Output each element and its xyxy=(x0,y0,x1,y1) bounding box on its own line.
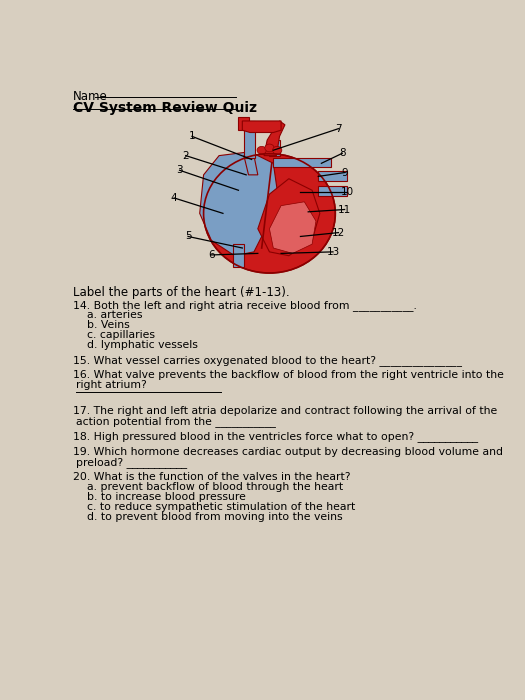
Text: 7: 7 xyxy=(335,124,342,134)
Ellipse shape xyxy=(272,146,282,154)
Polygon shape xyxy=(238,117,248,130)
Text: preload? ___________: preload? ___________ xyxy=(77,456,187,468)
Text: 11: 11 xyxy=(338,204,351,214)
Text: CV System Review Quiz: CV System Review Quiz xyxy=(74,101,257,115)
Text: action potential from the ___________: action potential from the ___________ xyxy=(77,416,276,427)
Text: 6: 6 xyxy=(208,250,215,260)
Polygon shape xyxy=(269,202,316,253)
Text: 2: 2 xyxy=(183,150,189,160)
Text: 15. What vessel carries oxygenated blood to the heart? _______________: 15. What vessel carries oxygenated blood… xyxy=(74,355,463,366)
Ellipse shape xyxy=(265,144,274,152)
Text: 14. Both the left and right atria receive blood from ___________.: 14. Both the left and right atria receiv… xyxy=(74,300,417,311)
Polygon shape xyxy=(318,171,347,181)
Ellipse shape xyxy=(257,146,266,154)
Text: 20. What is the function of the valves in the heart?: 20. What is the function of the valves i… xyxy=(74,472,351,482)
Text: Name: Name xyxy=(74,90,108,103)
Text: d. lymphatic vessels: d. lymphatic vessels xyxy=(87,340,198,349)
Polygon shape xyxy=(258,178,320,256)
Polygon shape xyxy=(233,244,244,267)
Text: a. prevent backflow of blood through the heart: a. prevent backflow of blood through the… xyxy=(87,482,343,492)
Text: 19. Which hormone decreases cardiac output by decreasing blood volume and: 19. Which hormone decreases cardiac outp… xyxy=(74,447,503,456)
Polygon shape xyxy=(318,186,347,195)
Text: 3: 3 xyxy=(176,165,183,175)
Text: 1: 1 xyxy=(188,132,195,141)
Text: 5: 5 xyxy=(185,232,192,242)
Ellipse shape xyxy=(204,154,335,273)
Polygon shape xyxy=(264,121,285,155)
Text: Label the parts of the heart (#1-13).: Label the parts of the heart (#1-13). xyxy=(74,286,290,299)
Text: b. Veins: b. Veins xyxy=(87,320,130,330)
Text: 16. What valve prevents the backflow of blood from the right ventricle into the: 16. What valve prevents the backflow of … xyxy=(74,370,504,380)
Text: 10: 10 xyxy=(340,187,353,197)
Text: d. to prevent blood from moving into the veins: d. to prevent blood from moving into the… xyxy=(87,512,343,522)
Polygon shape xyxy=(269,140,279,155)
Bar xyxy=(244,121,255,158)
Text: c. to reduce sympathetic stimulation of the heart: c. to reduce sympathetic stimulation of … xyxy=(87,502,355,512)
Text: 4: 4 xyxy=(171,193,177,203)
Text: right atrium?: right atrium? xyxy=(77,381,147,391)
Text: a. arteries: a. arteries xyxy=(87,309,143,320)
Text: 17. The right and left atria depolarize and contract following the arrival of th: 17. The right and left atria depolarize … xyxy=(74,406,498,416)
Text: 13: 13 xyxy=(327,247,340,257)
Polygon shape xyxy=(200,152,277,256)
Polygon shape xyxy=(274,158,331,167)
Text: 9: 9 xyxy=(341,167,348,178)
Polygon shape xyxy=(243,121,281,132)
Text: 8: 8 xyxy=(339,148,345,158)
Text: 18. High pressured blood in the ventricles force what to open? ___________: 18. High pressured blood in the ventricl… xyxy=(74,431,478,442)
Text: c. capillaries: c. capillaries xyxy=(87,330,155,340)
Text: b. to increase blood pressure: b. to increase blood pressure xyxy=(87,492,246,502)
Polygon shape xyxy=(244,155,258,175)
Text: 12: 12 xyxy=(332,228,345,237)
